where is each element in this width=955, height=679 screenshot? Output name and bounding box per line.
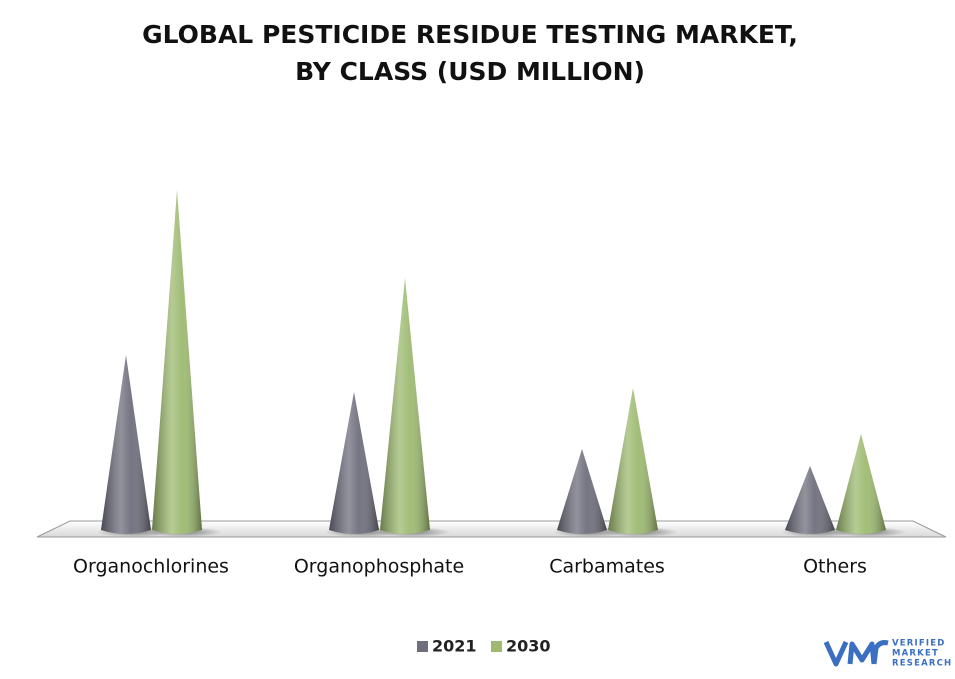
chart-title: BY CLASS (USD MILLION) xyxy=(295,57,645,86)
logo-text: MARKET xyxy=(892,649,939,659)
x-tick-label: Carbamates xyxy=(549,556,665,578)
cone-shading xyxy=(785,466,835,534)
cone-shading xyxy=(329,392,379,534)
legend-label: 2021 xyxy=(432,637,477,656)
logo: VERIFIED MARKET RESEARCH xyxy=(823,639,952,669)
cone-shading xyxy=(608,388,658,534)
x-tick-label: Organophosphate xyxy=(294,556,464,578)
chart-title: GLOBAL PESTICIDE RESIDUE TESTING MARKET, xyxy=(142,20,798,49)
legend-label: 2030 xyxy=(506,637,551,656)
cone-shading xyxy=(101,355,151,534)
x-tick-label: Others xyxy=(803,556,867,578)
logo-text: RESEARCH xyxy=(892,659,952,669)
cone-shading xyxy=(152,190,202,534)
x-tick-label: Organochlorines xyxy=(73,556,229,578)
cone-shading xyxy=(836,434,886,534)
legend-swatch xyxy=(491,641,502,652)
cone-shading xyxy=(380,278,430,534)
logo-mark xyxy=(823,640,877,667)
legend-swatch xyxy=(417,641,428,652)
logo-text: VERIFIED xyxy=(892,639,946,649)
logo-mark xyxy=(871,640,889,665)
cone-shading xyxy=(557,449,607,534)
